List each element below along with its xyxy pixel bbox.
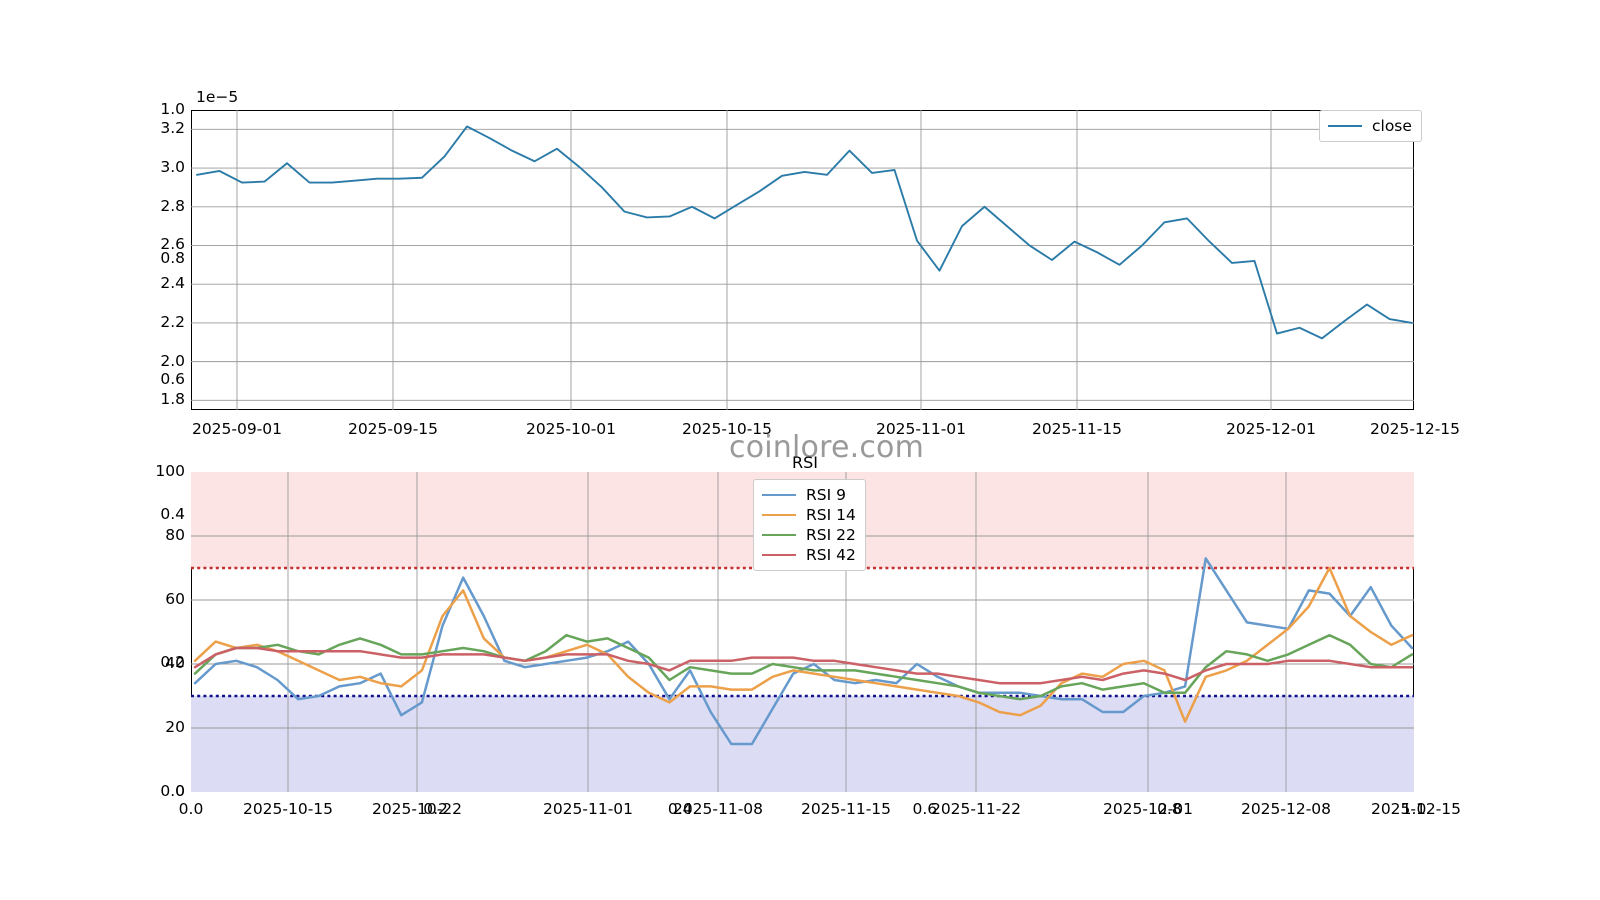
rsi-y-tick: 100 [155, 462, 185, 480]
rsi-x-tick: 2025-10-15 [242, 800, 334, 818]
rsi-y-tick: 60 [165, 590, 185, 608]
legend-color-swatch [762, 534, 796, 536]
legend-item-label: close [1372, 117, 1412, 135]
rsi-chart-panel: 100 80 60 40 20 0 0.4 0.2 0.0 2025-10-15 2025-10… [0, 455, 1600, 900]
price-y-tick: 2.2 [160, 312, 185, 331]
legend-item[interactable]: RSI 42 [762, 545, 856, 565]
rsi-x-tick: 2025-11-01 [542, 800, 634, 818]
legend-item[interactable]: RSI 14 [762, 505, 856, 525]
price-x-tick: 2025-12-01 [1225, 420, 1317, 438]
price-x-tick: 2025-12-15 [1369, 420, 1461, 438]
price-legend[interactable]: close [1319, 110, 1422, 142]
price-y-tick-secondary: 1.0 [160, 100, 185, 118]
rsi-x-tick-secondary: 0.4 [667, 800, 693, 818]
price-axes-frame [191, 110, 1414, 410]
rsi-series-lines [193, 557, 1414, 746]
legend-color-swatch [762, 494, 796, 496]
rsi-x-tick-secondary: 0.8 [1157, 800, 1182, 818]
rsi-x-tick: 2025-12-15 [1370, 800, 1462, 818]
rsi-y-tick: 40 [165, 654, 185, 672]
rsi-threshold-lines [191, 566, 1414, 698]
rsi-y-tick-secondary: 0.2 [160, 653, 185, 671]
legend-item-label: RSI 22 [806, 526, 856, 544]
price-chart-panel: 1e−5 3.2 3.0 2.8 2.6 2.4 2.2 2.0 1.8 1.0 0.8 0.6 … [160, 88, 1461, 438]
price-y-tick: 3.0 [160, 158, 185, 177]
price-x-tick: 2025-10-15 [681, 420, 773, 438]
price-gridlines [191, 110, 1414, 410]
price-plot [191, 110, 1414, 410]
price-y-tick: 2.6 [160, 235, 185, 254]
price-y-tick-secondary: 0.6 [160, 370, 185, 388]
legend-item[interactable]: RSI 22 [762, 525, 856, 545]
rsi-x-tick-secondary: 0.0 [178, 800, 204, 818]
legend-color-swatch [762, 514, 796, 516]
rsi-x-tick-secondary: 1.0 [1401, 800, 1427, 818]
rsi-x-tick-secondary: 0.6 [912, 800, 938, 818]
rsi-x-tick: 2025-11-22 [930, 800, 1022, 818]
price-y-tick: 2.8 [160, 196, 185, 215]
price-x-tick: 2025-11-15 [1031, 420, 1123, 438]
price-y-tick: 3.2 [160, 119, 185, 138]
rsi-y-tick-secondary: 0.0 [160, 782, 185, 800]
rsi-y-tick: 20 [165, 718, 185, 736]
legend-color-swatch [1328, 125, 1362, 127]
rsi-line-rsi-22 [193, 633, 1414, 701]
rsi-x-tick: 2025-11-08 [672, 800, 764, 818]
rsi-x-tick-secondary: 0.2 [423, 800, 448, 818]
rsi-x-tick: 2025-12-08 [1240, 800, 1332, 818]
price-line-close [196, 125, 1413, 340]
rsi-x-tick: 2025-11-15 [800, 800, 892, 818]
price-x-tick: 2025-09-15 [347, 420, 439, 438]
legend-color-swatch [762, 554, 796, 556]
price-x-tick: 2025-09-01 [191, 420, 283, 438]
price-y-tick: 2.4 [160, 274, 185, 293]
price-y-offset-label: 1e−5 [196, 88, 239, 106]
legend-item[interactable]: close [1328, 116, 1412, 136]
legend-item-label: RSI 14 [806, 506, 856, 524]
price-x-tick: 2025-10-01 [525, 420, 617, 438]
legend-item-label: RSI 9 [806, 486, 846, 504]
legend-item-label: RSI 42 [806, 546, 856, 564]
price-y-tick-secondary: 0.8 [160, 249, 185, 267]
watermark: coinlore.com [729, 430, 925, 465]
rsi-y-tick-secondary: 0.4 [160, 505, 185, 523]
rsi-panel-title: RSI [792, 453, 818, 472]
legend-item[interactable]: RSI 9 [762, 485, 856, 505]
price-x-tick: 2025-11-01 [875, 420, 967, 438]
rsi-band-oversold [191, 696, 1414, 792]
price-y-tick: 1.8 [160, 390, 185, 409]
price-y-tick: 2.0 [160, 351, 185, 370]
rsi-legend[interactable]: RSI 9 RSI 14 RSI 22 RSI 42 [753, 479, 866, 571]
price-series-lines [196, 125, 1413, 340]
rsi-y-tick: 0 [175, 782, 185, 800]
rsi-x-tick: 2025-10-22 [371, 800, 463, 818]
rsi-x-tick: 2025-12-01 [1102, 800, 1194, 818]
rsi-y-tick: 80 [165, 526, 185, 544]
rsi-line-rsi-42 [193, 646, 1414, 685]
rsi-line-rsi-14 [193, 566, 1414, 723]
